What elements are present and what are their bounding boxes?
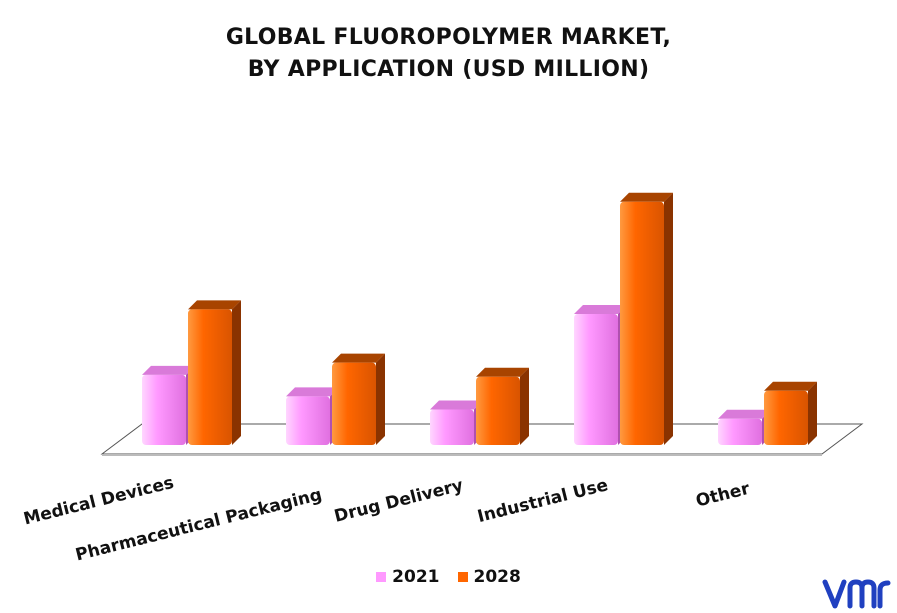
chart-floor-edge — [102, 454, 822, 456]
bar-drug-delivery-2028 — [476, 367, 529, 445]
legend: 2021 2028 — [0, 567, 897, 587]
chart-title-line-2: BY APPLICATION (USD MILLION) — [247, 57, 650, 82]
chart-title: GLOBAL FLUOROPOLYMER MARKET, BY APPLICAT… — [0, 22, 897, 86]
bar-pharmaceutical-packaging-2021 — [286, 387, 339, 445]
bar-drug-delivery-2021 — [430, 400, 483, 445]
category-label-drug-delivery: Drug Delivery — [332, 475, 465, 526]
bar-medical-devices-2021 — [142, 365, 195, 445]
bar-industrial-use-2021 — [574, 305, 627, 445]
bar-other-2021 — [718, 409, 771, 445]
legend-label-2021: 2021 — [392, 567, 440, 587]
legend-entry-2021: 2021 — [376, 567, 440, 587]
legend-swatch-2021 — [376, 572, 387, 582]
category-label-medical-devices: Medical Devices — [22, 473, 176, 530]
category-label-other: Other — [694, 479, 752, 512]
bar-medical-devices-2028 — [188, 300, 241, 445]
bars-layer — [142, 192, 817, 445]
legend-swatch-2028 — [457, 572, 468, 582]
legend-entry-2028: 2028 — [457, 567, 521, 587]
vmr-logo — [822, 579, 891, 609]
bar-other-2028 — [764, 381, 817, 445]
legend-label-2028: 2028 — [473, 567, 521, 587]
chart-title-line-1: GLOBAL FLUOROPOLYMER MARKET, — [225, 25, 672, 50]
bar-pharmaceutical-packaging-2028 — [332, 353, 385, 445]
category-label-industrial-use: Industrial Use — [475, 475, 610, 527]
bar-industrial-use-2028 — [620, 192, 673, 445]
